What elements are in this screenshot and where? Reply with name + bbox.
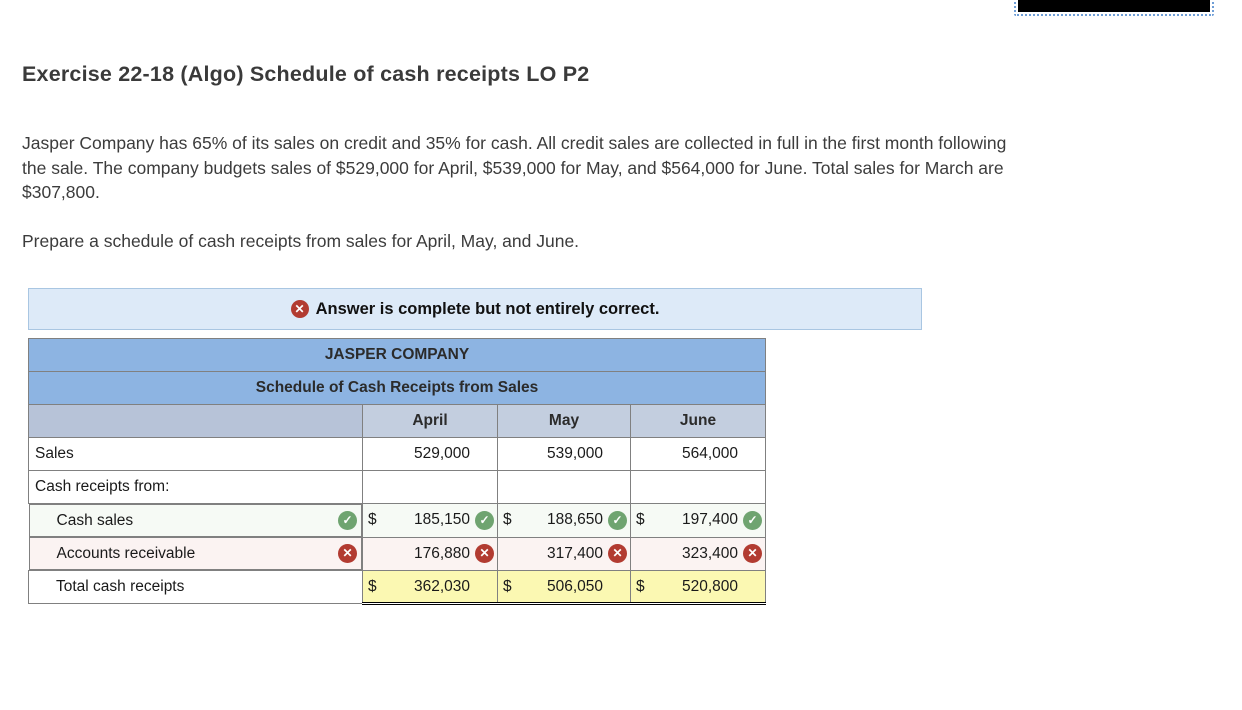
incorrect-x-icon: ✕: [475, 544, 494, 564]
column-header-april: April: [362, 404, 498, 438]
problem-line: Jasper Company has 65% of its sales on c…: [22, 133, 1007, 153]
column-header-june: June: [629, 404, 767, 438]
currency-symbol: $: [636, 577, 645, 595]
company-name-header: JASPER COMPANY: [27, 338, 767, 372]
sales-row: Sales 529,000 539,000 564,000: [28, 437, 767, 471]
row-label-text: Accounts receivable: [56, 544, 196, 562]
total-june-value: $ 520,800: [629, 570, 767, 605]
sales-row-label: Sales: [28, 437, 363, 471]
accounts-receivable-june-answer: 323,400 ✕: [629, 536, 767, 571]
correct-check-icon: ✓: [608, 510, 627, 530]
cash-sales-april-answer: $ 185,150 ✓: [362, 503, 498, 538]
total-row-label: Total cash receipts: [28, 570, 363, 604]
sales-june-value: 564,000: [629, 437, 767, 471]
schedule-table: JASPER COMPANY Schedule of Cash Receipts…: [27, 338, 767, 605]
row-label-text: Cash sales: [56, 511, 134, 529]
accounts-receivable-april-answer: 176,880 ✕: [362, 536, 498, 571]
answer-value: 323,400: [682, 544, 739, 562]
correct-check-icon: ✓: [338, 511, 357, 530]
incorrect-x-icon: ✕: [608, 544, 627, 564]
currency-symbol: $: [368, 577, 377, 595]
empty-corner-cell: [28, 404, 363, 438]
currency-symbol: $: [503, 511, 512, 529]
currency-symbol: $: [368, 511, 377, 529]
problem-line: $307,800.: [22, 182, 100, 203]
instruction-text: Prepare a schedule of cash receipts from…: [22, 231, 580, 251]
section-row: Cash receipts from:: [28, 470, 767, 504]
incorrect-x-icon: ✕: [338, 544, 357, 563]
sales-may-value: 539,000: [497, 437, 631, 471]
section-row-label: Cash receipts from:: [28, 470, 363, 504]
grading-status-banner: ✕ Answer is complete but not entirely co…: [28, 288, 922, 330]
sales-april-value: 529,000: [362, 437, 498, 471]
empty-cell: [497, 470, 631, 504]
value-text: 529,000: [413, 445, 470, 462]
cash-sales-row: Cash sales ✓ $ 185,150 ✓ $ 188,650 ✓: [28, 503, 767, 538]
currency-symbol: $: [636, 511, 645, 529]
total-value: 362,030: [413, 577, 470, 595]
total-value: 520,800: [682, 577, 739, 595]
incorrect-x-icon: ✕: [290, 300, 309, 318]
column-header-may: May: [497, 404, 631, 438]
accounts-receivable-row-label: Accounts receivable ✕: [28, 537, 362, 570]
problem-statement: Jasper Company has 65% of its sales on c…: [22, 131, 1222, 205]
answer-value: 185,150: [413, 511, 470, 529]
schedule-title-header: Schedule of Cash Receipts from Sales: [27, 371, 767, 405]
answer-value: 317,400: [546, 544, 603, 562]
answer-value: 176,880: [413, 544, 470, 562]
value-text: 539,000: [546, 445, 603, 462]
empty-cell: [629, 470, 767, 504]
problem-line: the sale. The company budgets sales of $…: [22, 157, 1004, 178]
correct-check-icon: ✓: [743, 510, 763, 530]
accounts-receivable-may-answer: 317,400 ✕: [497, 536, 631, 571]
page-title: Exercise 22-18 (Algo) Schedule of cash r…: [22, 62, 590, 86]
answer-value: 188,650: [546, 511, 603, 529]
cash-sales-row-label: Cash sales ✓: [28, 504, 362, 537]
total-value: 506,050: [546, 577, 603, 595]
grading-status-text: Answer is complete but not entirely corr…: [315, 299, 660, 318]
redacted-focused-control[interactable]: [1014, 0, 1214, 16]
cash-receipts-schedule: JASPER COMPANY Schedule of Cash Receipts…: [27, 338, 767, 605]
total-april-value: $ 362,030: [362, 570, 498, 605]
correct-check-icon: ✓: [475, 510, 494, 530]
answer-value: 197,400: [682, 511, 739, 529]
incorrect-x-icon: ✕: [743, 544, 763, 564]
total-cash-receipts-row: Total cash receipts $ 362,030 $ 506,050: [28, 570, 767, 605]
accounts-receivable-row: Accounts receivable ✕ 176,880 ✕ 317,400 …: [28, 536, 767, 571]
cash-sales-may-answer: $ 188,650 ✓: [497, 503, 631, 538]
value-text: 564,000: [682, 445, 739, 462]
cash-sales-june-answer: $ 197,400 ✓: [629, 503, 767, 538]
currency-symbol: $: [503, 577, 512, 595]
total-may-value: $ 506,050: [497, 570, 631, 605]
empty-cell: [362, 470, 498, 504]
